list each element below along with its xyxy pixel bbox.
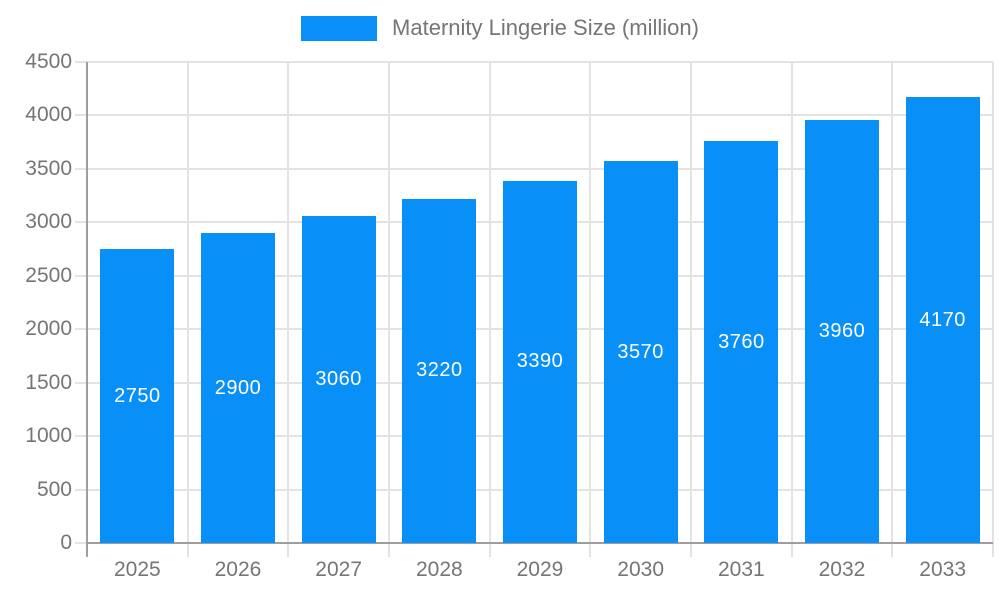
x-gridline (488, 62, 491, 543)
y-tick-label: 3500 (25, 156, 72, 180)
bar: 2900 (201, 233, 275, 543)
x-tick-label: 2033 (919, 558, 967, 581)
y-tick-label: 2000 (25, 317, 72, 341)
x-axis-tick (388, 543, 390, 557)
x-tick-label: 2030 (617, 558, 665, 581)
x-gridline (891, 62, 894, 543)
y-tick-label: 1500 (25, 370, 72, 394)
x-axis-tick (690, 543, 692, 557)
y-axis-tick (75, 488, 87, 491)
y-axis-tick (75, 328, 87, 331)
y-axis-tick (75, 274, 87, 277)
x-gridline (992, 62, 994, 543)
x-tick-label: 2032 (818, 558, 866, 581)
bar-value-label: 3390 (516, 350, 564, 373)
x-tick-label: 2031 (717, 558, 765, 581)
bar-value-label: 3220 (416, 359, 463, 382)
bar-value-label: 3760 (718, 330, 765, 353)
bar-value-label: 3570 (617, 340, 664, 363)
y-gridline (87, 61, 993, 63)
x-axis-tick (287, 543, 290, 557)
x-axis-tick (488, 543, 491, 557)
x-gridline (790, 62, 793, 543)
x-gridline (589, 62, 592, 543)
bar: 3570 (603, 161, 678, 543)
y-tick-label: 0 (60, 531, 72, 554)
x-axis-tick (992, 543, 994, 557)
y-axis-tick (75, 221, 87, 224)
x-tick-label: 2026 (214, 558, 262, 581)
y-tick-label: 4500 (25, 50, 72, 73)
x-tick-label: 2027 (315, 558, 363, 581)
y-gridline (87, 167, 993, 170)
y-axis-tick (75, 542, 87, 544)
bar: 4170 (905, 97, 980, 543)
bar-value-label: 2900 (214, 376, 262, 399)
y-axis-tick (75, 61, 87, 63)
bar: 3960 (805, 119, 879, 543)
y-tick-label: 3000 (25, 210, 72, 234)
legend-swatch (301, 15, 378, 41)
y-axis-tick (75, 167, 87, 170)
bar-value-label: 4170 (919, 308, 966, 331)
bar-value-label: 3060 (315, 367, 362, 390)
x-tick-label: 2029 (516, 558, 564, 581)
y-tick-label: 500 (36, 477, 72, 501)
x-gridline (186, 62, 189, 543)
y-tick-label: 1000 (25, 424, 72, 448)
bar: 2750 (100, 249, 175, 543)
x-tick-label: 2025 (113, 558, 161, 581)
chart-legend: Maternity Lingerie Size (million) (0, 15, 1000, 41)
x-axis-tick (186, 543, 189, 557)
x-gridline (690, 62, 692, 543)
bar: 3390 (503, 180, 577, 543)
bar: 3060 (301, 215, 376, 543)
bar: 3760 (704, 141, 779, 543)
y-tick-label: 4000 (25, 103, 72, 127)
y-axis-tick (75, 114, 87, 117)
y-axis-tick (75, 435, 87, 438)
x-gridline (287, 62, 290, 543)
x-axis-tick (891, 543, 894, 557)
y-axis-tick (75, 381, 87, 384)
x-tick-label: 2028 (415, 558, 463, 581)
bar: 3220 (402, 198, 477, 543)
y-axis-line (86, 62, 88, 557)
y-gridline (87, 114, 993, 117)
legend-label: Maternity Lingerie Size (million) (392, 15, 699, 40)
bar-value-label: 3960 (818, 319, 866, 342)
x-axis-line (87, 542, 993, 544)
x-axis-tick (790, 543, 793, 557)
x-gridline (388, 62, 390, 543)
x-axis-tick (589, 543, 592, 557)
y-tick-label: 2500 (25, 263, 72, 287)
bar-value-label: 2750 (114, 384, 161, 407)
